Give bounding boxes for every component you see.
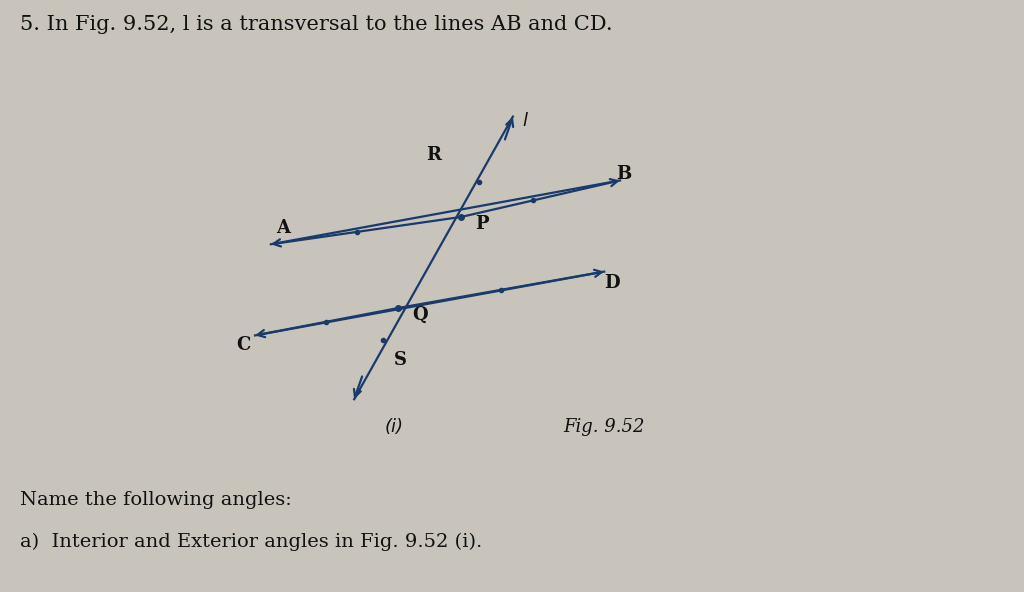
Text: S: S bbox=[394, 352, 407, 369]
Text: C: C bbox=[237, 336, 251, 353]
Text: R: R bbox=[426, 146, 441, 165]
Text: Fig. 9.52: Fig. 9.52 bbox=[563, 417, 645, 436]
Text: $l$: $l$ bbox=[522, 112, 529, 130]
Text: (i): (i) bbox=[384, 417, 403, 436]
Text: Name the following angles:: Name the following angles: bbox=[20, 491, 292, 509]
Text: D: D bbox=[604, 274, 620, 292]
Text: a)  Interior and Exterior angles in Fig. 9.52 (i).: a) Interior and Exterior angles in Fig. … bbox=[20, 533, 482, 551]
Text: B: B bbox=[616, 165, 632, 182]
Text: 5. In Fig. 9.52, l is a transversal to the lines AB and CD.: 5. In Fig. 9.52, l is a transversal to t… bbox=[20, 15, 613, 34]
Text: P: P bbox=[475, 215, 489, 233]
Text: A: A bbox=[275, 219, 290, 237]
Text: Q: Q bbox=[412, 306, 428, 324]
